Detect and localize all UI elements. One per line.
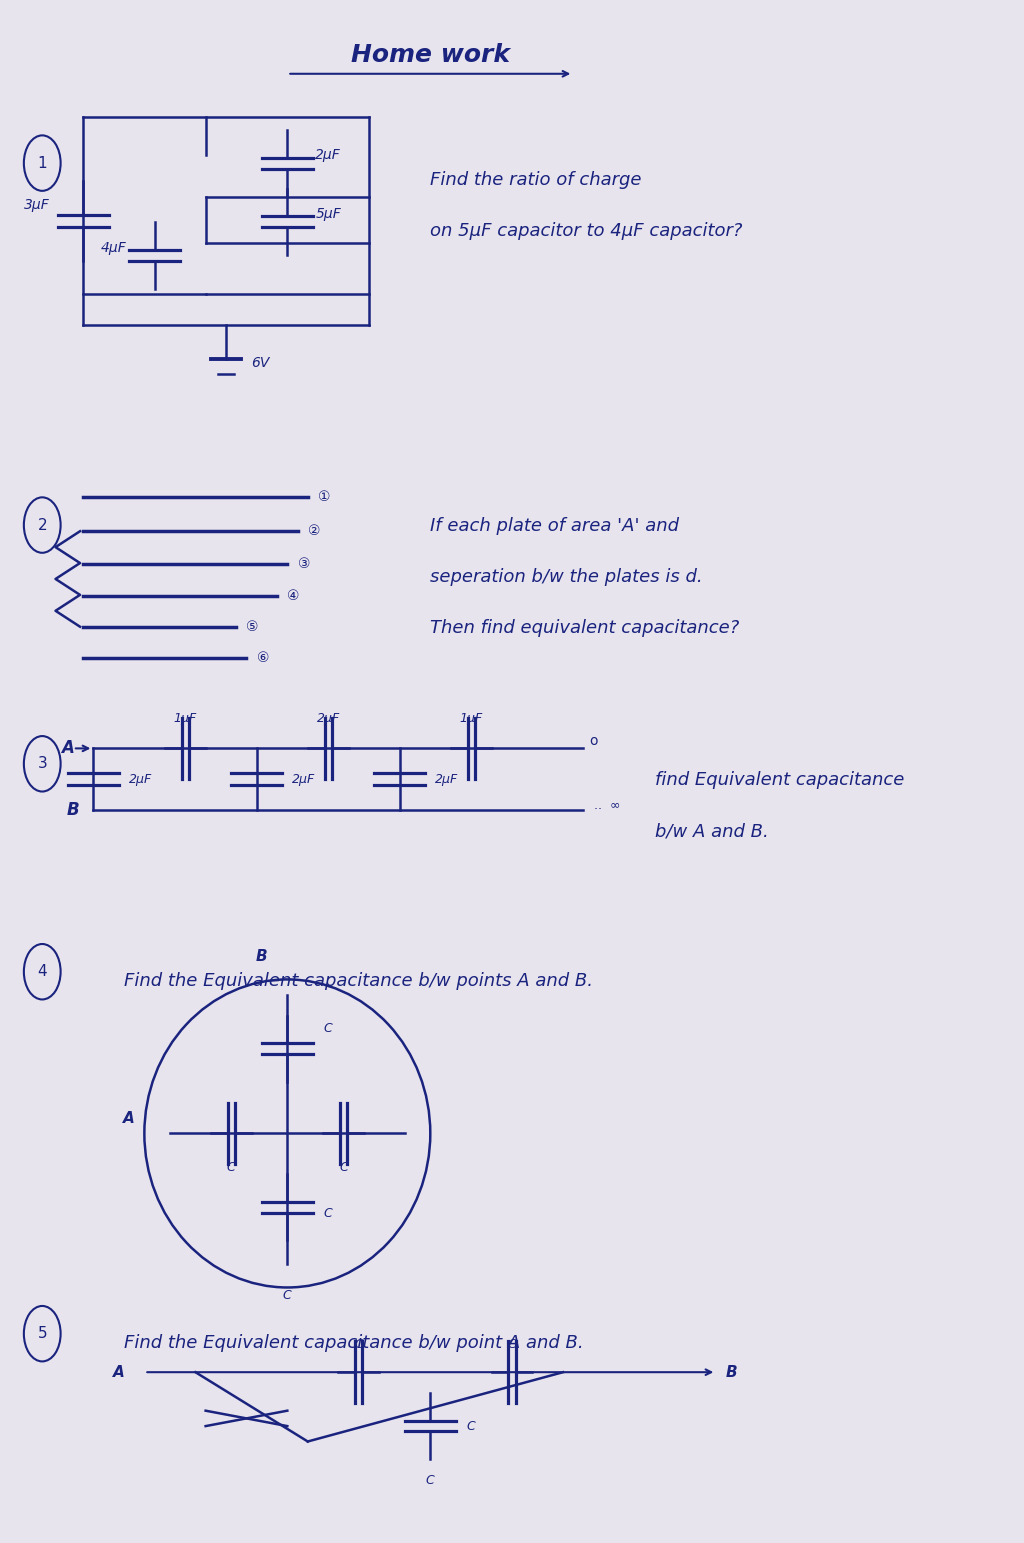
Text: 2μF: 2μF xyxy=(315,148,341,162)
Text: B: B xyxy=(726,1364,737,1379)
Text: b/w A and B.: b/w A and B. xyxy=(655,822,769,841)
Text: 4μF: 4μF xyxy=(100,241,127,255)
Text: ⑤: ⑤ xyxy=(247,620,259,634)
Text: A: A xyxy=(61,739,74,758)
Text: 5: 5 xyxy=(38,1325,47,1341)
Text: If each plate of area 'A' and: If each plate of area 'A' and xyxy=(430,517,679,535)
Text: C: C xyxy=(426,1474,434,1486)
Text: Find the Equivalent capacitance b/w points A and B.: Find the Equivalent capacitance b/w poin… xyxy=(124,972,593,989)
Text: C: C xyxy=(467,1420,475,1432)
Text: B: B xyxy=(256,949,267,964)
Text: B: B xyxy=(67,801,79,819)
Text: ⑥: ⑥ xyxy=(257,651,269,665)
Text: 4: 4 xyxy=(38,964,47,980)
Text: ④: ④ xyxy=(288,589,300,603)
Text: ①: ① xyxy=(318,491,331,505)
Text: C: C xyxy=(324,1207,333,1221)
Text: ..  ∞: .. ∞ xyxy=(594,799,621,812)
Text: 2: 2 xyxy=(38,517,47,532)
Text: C: C xyxy=(508,1338,516,1352)
Text: ②: ② xyxy=(308,525,321,539)
Text: ③: ③ xyxy=(298,557,310,571)
Text: C: C xyxy=(354,1338,364,1352)
Text: 2μF: 2μF xyxy=(129,773,153,785)
Text: 2μF: 2μF xyxy=(435,773,459,785)
Text: 6V: 6V xyxy=(252,356,270,370)
Text: 1μF: 1μF xyxy=(460,713,482,725)
Text: Then find equivalent capacitance?: Then find equivalent capacitance? xyxy=(430,619,739,637)
Text: Find the ratio of charge: Find the ratio of charge xyxy=(430,171,642,188)
Text: C: C xyxy=(283,1288,292,1302)
Text: seperation b/w the plates is d.: seperation b/w the plates is d. xyxy=(430,568,702,586)
Text: 2μF: 2μF xyxy=(293,773,315,785)
Text: C: C xyxy=(339,1160,348,1174)
Text: C: C xyxy=(226,1160,236,1174)
Text: find Equivalent capacitance: find Equivalent capacitance xyxy=(655,772,904,790)
Text: o: o xyxy=(590,733,598,748)
Text: on 5μF capacitor to 4μF capacitor?: on 5μF capacitor to 4μF capacitor? xyxy=(430,222,742,239)
Text: 1μF: 1μF xyxy=(174,713,197,725)
Text: 1: 1 xyxy=(38,156,47,171)
Text: C: C xyxy=(324,1021,333,1035)
Text: A: A xyxy=(123,1111,135,1125)
Text: 2μF: 2μF xyxy=(316,713,340,725)
Text: Home work: Home work xyxy=(351,43,510,68)
Text: A: A xyxy=(113,1364,125,1379)
Text: 3: 3 xyxy=(37,756,47,772)
Text: 5μF: 5μF xyxy=(315,207,341,221)
Text: Find the Equivalent capacitance b/w point A and B.: Find the Equivalent capacitance b/w poin… xyxy=(124,1333,584,1352)
Text: 3μF: 3μF xyxy=(25,199,50,213)
